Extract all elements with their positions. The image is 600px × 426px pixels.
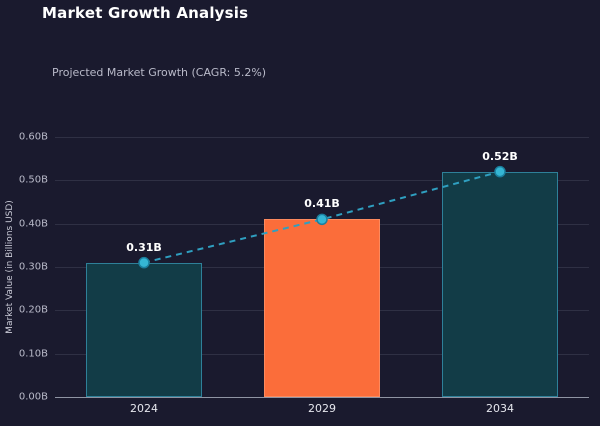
chart-title: Market Growth Analysis xyxy=(42,4,249,22)
bar-2034 xyxy=(442,171,558,397)
y-tick-label: 0.10B xyxy=(18,348,48,360)
chart-subtitle: Projected Market Growth (CAGR: 5.2%) xyxy=(52,66,267,79)
bar-value-label: 0.31B xyxy=(126,240,162,254)
bar-2024 xyxy=(86,262,202,397)
x-tick-label: 2029 xyxy=(308,402,336,415)
y-tick-label: 0.60B xyxy=(18,131,48,143)
y-tick-label: 0.40B xyxy=(18,218,48,230)
x-tick-label: 2024 xyxy=(130,402,158,415)
bar-2029 xyxy=(264,219,380,397)
y-tick-label: 0.00B xyxy=(18,391,48,403)
y-tick-label: 0.20B xyxy=(18,304,48,316)
bar-value-label: 0.52B xyxy=(482,149,518,163)
x-tick-label: 2034 xyxy=(486,402,514,415)
y-tick-label: 0.30B xyxy=(18,261,48,273)
bar-value-label: 0.41B xyxy=(304,197,340,211)
plot-area: 0.31B 0.41B 0.52B xyxy=(55,137,589,398)
gridline xyxy=(55,137,589,138)
y-tick-label: 0.50B xyxy=(18,174,48,186)
x-axis-line xyxy=(55,397,589,398)
